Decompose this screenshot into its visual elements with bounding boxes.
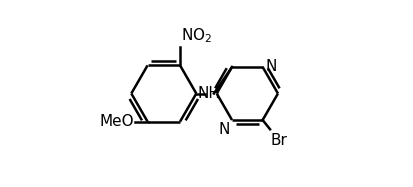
Text: NH: NH <box>198 86 221 101</box>
Text: Br: Br <box>271 133 288 148</box>
Text: NO$_2$: NO$_2$ <box>181 26 212 45</box>
Text: MeO: MeO <box>99 114 134 129</box>
Text: N: N <box>266 59 277 73</box>
Text: N: N <box>219 122 230 137</box>
